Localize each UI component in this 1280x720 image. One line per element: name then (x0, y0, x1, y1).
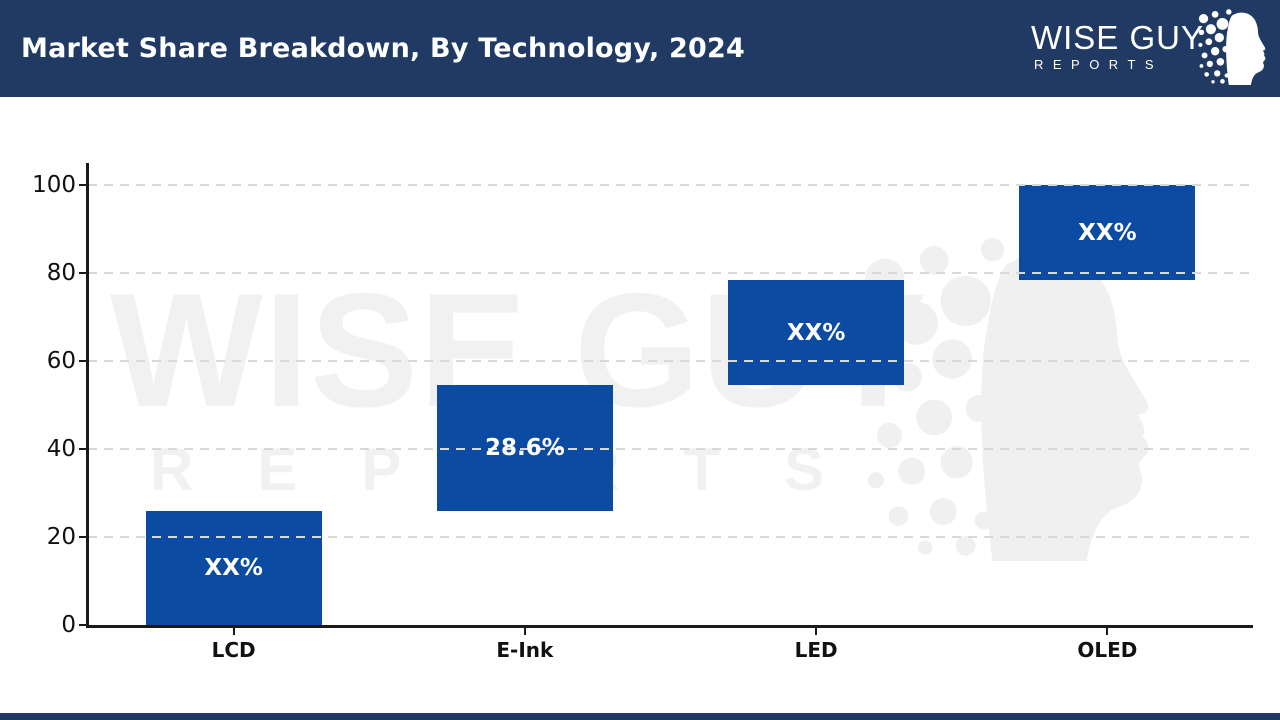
gridline-100 (88, 184, 1253, 186)
wiseguy-head-logo-icon (1198, 9, 1266, 85)
x-tickmark (232, 627, 235, 635)
gridline-80 (88, 272, 1253, 274)
bar-E-Ink (436, 384, 613, 511)
y-tickmark (79, 272, 88, 274)
bar-value-label: XX% (1078, 219, 1137, 246)
y-axis-line (86, 163, 89, 627)
bar-value-label: 28.6% (484, 434, 565, 461)
x-axis-line (86, 625, 1253, 628)
y-tickmark (79, 624, 88, 626)
chart-title: Market Share Breakdown, By Technology, 2… (21, 33, 746, 64)
y-axis-label-20: 20 (46, 524, 76, 550)
header-bar: Market Share Breakdown, By Technology, 2… (0, 0, 1280, 97)
logo-subtitle: REPORTS (1033, 57, 1164, 72)
y-tickmark (79, 360, 88, 362)
x-axis-label-E-Ink: E-Ink (496, 638, 554, 662)
bar-LED (728, 280, 905, 385)
x-tickmark (815, 627, 818, 635)
gridline-40 (88, 448, 1253, 450)
y-axis-label-40: 40 (46, 436, 76, 462)
bar-value-label: XX% (786, 319, 846, 346)
bar-value-label: XX% (204, 554, 263, 581)
x-axis-label-LCD: LCD (211, 638, 256, 662)
y-tickmark (79, 448, 88, 450)
bar-LCD (145, 510, 322, 625)
y-tickmark (79, 536, 88, 538)
x-tickmark (523, 627, 526, 635)
x-tickmark (1106, 627, 1109, 635)
footer-bar (0, 713, 1280, 720)
y-axis-label-80: 80 (46, 260, 76, 286)
y-axis-label-60: 60 (46, 348, 76, 374)
gridline-60 (88, 360, 1253, 362)
gridline-20 (88, 536, 1253, 538)
logo-wordmark: WISE GUY (1030, 19, 1204, 56)
x-axis-label-OLED: OLED (1077, 638, 1138, 662)
logo-text: WISE GUY REPORTS (1031, 21, 1204, 71)
bar-OLED (1019, 185, 1196, 281)
y-tickmark (79, 184, 88, 186)
y-axis-label-100: 100 (32, 172, 76, 198)
wiseguy-logo: WISE GUY REPORTS (1031, 6, 1270, 86)
x-axis-label-LED: LED (794, 638, 838, 662)
y-axis-label-0: 0 (61, 612, 76, 638)
